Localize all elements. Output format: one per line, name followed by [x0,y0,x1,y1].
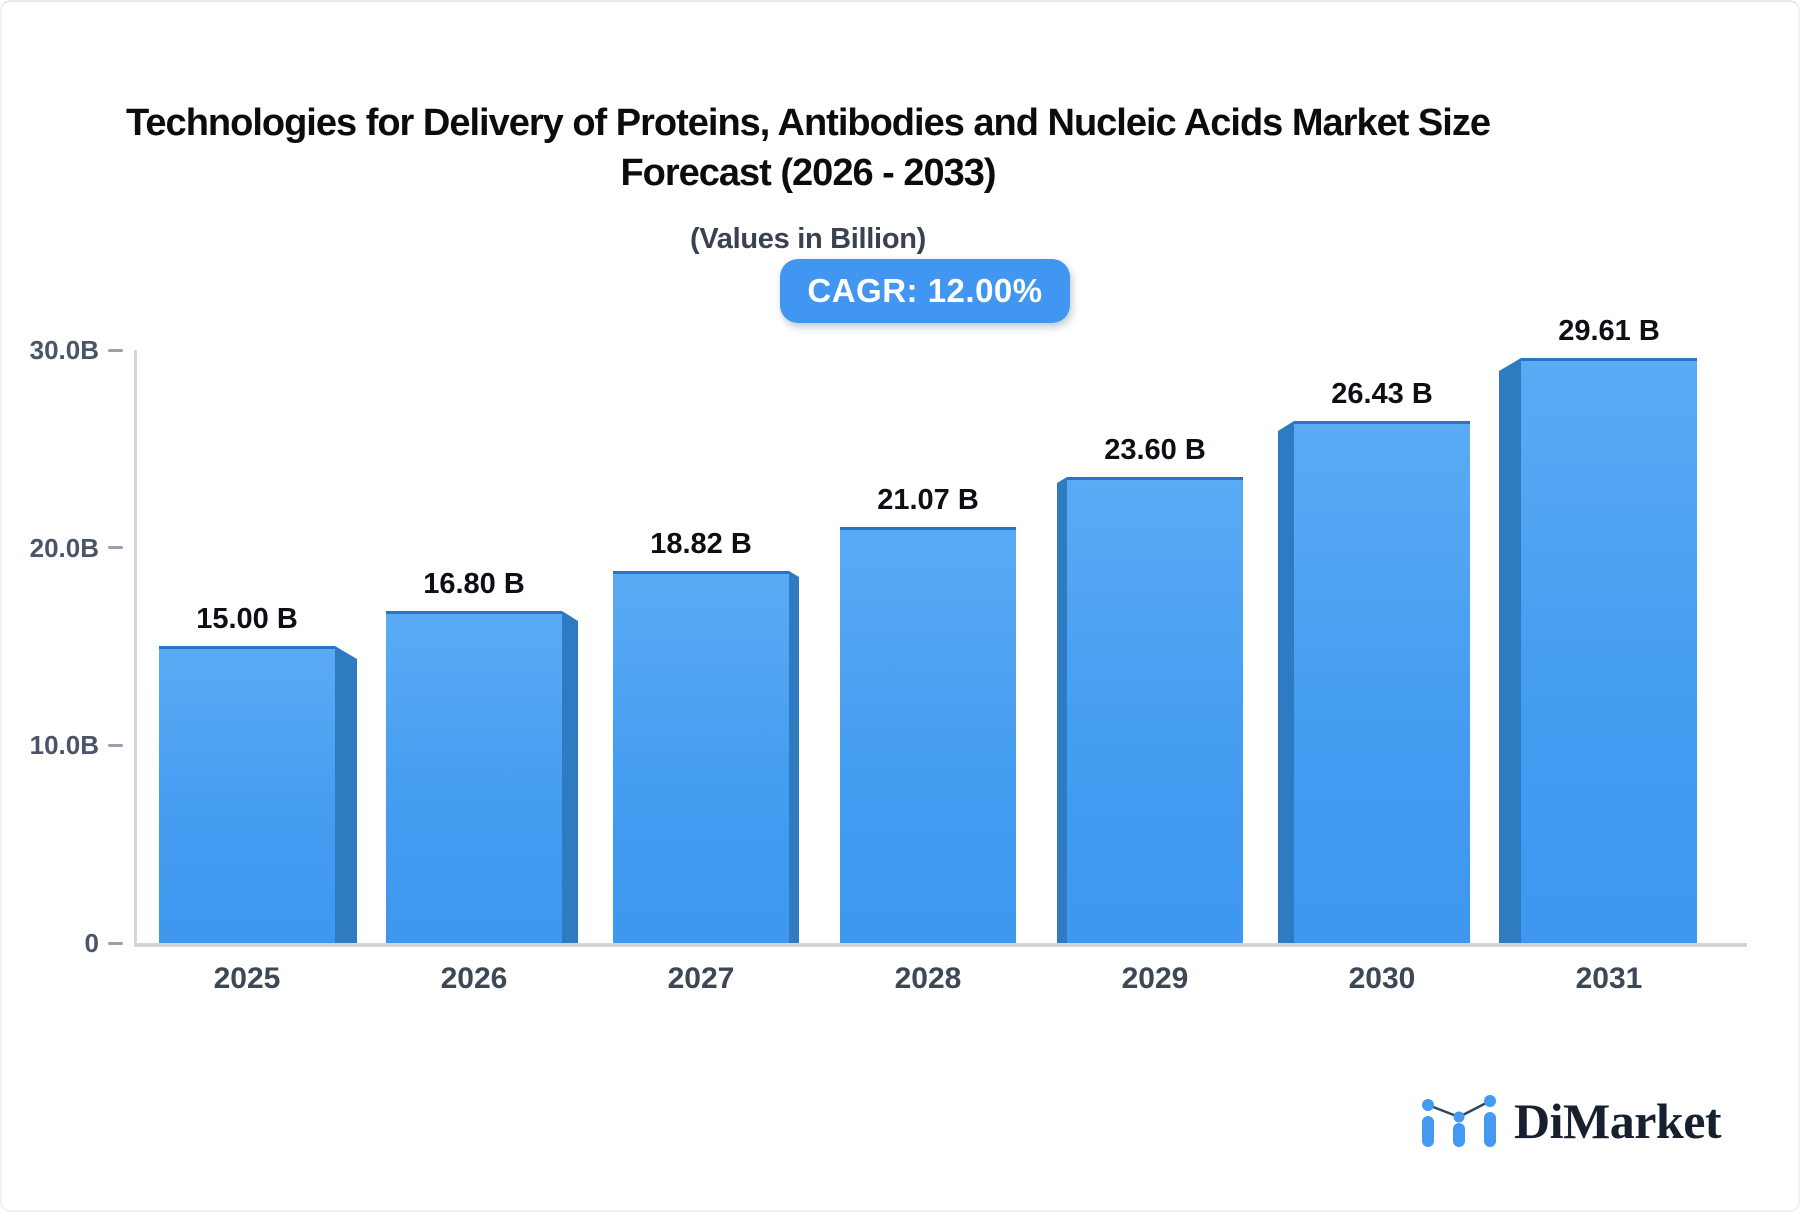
y-axis-tick [108,743,123,747]
bar-3d-side [562,611,578,943]
x-axis-label: 2031 [1575,962,1643,995]
bar-3d-side [1278,421,1294,943]
bar-3d-side [1499,358,1521,943]
bar-value-label: 29.61 B [1558,315,1660,347]
bar-value-label: 26.43 B [1331,378,1433,410]
bar-2025 [159,646,335,943]
x-axis-label: 2025 [213,962,281,995]
y-axis-label: 10.0B [29,730,99,761]
bar-2028 [840,527,1016,943]
y-axis-label: 0 [84,928,99,958]
bar-2027 [613,571,789,943]
y-axis-tick [108,348,123,352]
bar-2031 [1521,358,1697,943]
x-axis-label: 2030 [1348,962,1416,995]
y-axis-label: 30.0B [29,335,99,365]
bar-value-label: 16.80 B [423,568,525,600]
bar-3d-side [335,646,357,943]
bar-value-label: 21.07 B [877,484,979,516]
plot-area: 30.0B 20.0B 10.0B 0 15.00 B 2025 16.80 B 2026 18… [30,315,1747,995]
y-axis-label: 20.0B [29,532,99,563]
x-axis-label: 2027 [667,962,735,995]
bar-2029 [1067,477,1243,943]
y-axis-tick [108,546,123,550]
bar-value-label: 18.82 B [650,528,752,560]
brand-logo: DiMarket [1420,1093,1722,1149]
chart-title-line-1: Technologies for Delivery of Proteins, A… [126,102,1491,144]
chart-title: Technologies for Delivery of Proteins, A… [2,98,1614,198]
y-axis-tick [108,941,123,945]
mini-bar-chart-icon [1422,1095,1496,1147]
x-axis-label: 2026 [440,962,508,995]
bar-3d-side [789,571,799,943]
bar-value-label: 23.60 B [1104,434,1206,466]
bar-value-label: 15.00 B [196,603,298,635]
chart-subtitle: (Values in Billion) [690,223,926,255]
bar-3d-side [1057,477,1067,943]
bar-2026 [386,611,562,943]
x-axis-label: 2029 [1121,962,1189,995]
cagr-badge: CAGR: 12.00% [780,259,1070,323]
bar-2030 [1294,421,1470,943]
brand-logo-text: DiMarket [1514,1093,1722,1149]
chart-title-line-2: Forecast (2026 - 2033) [620,152,996,194]
x-axis-label: 2028 [894,962,962,995]
